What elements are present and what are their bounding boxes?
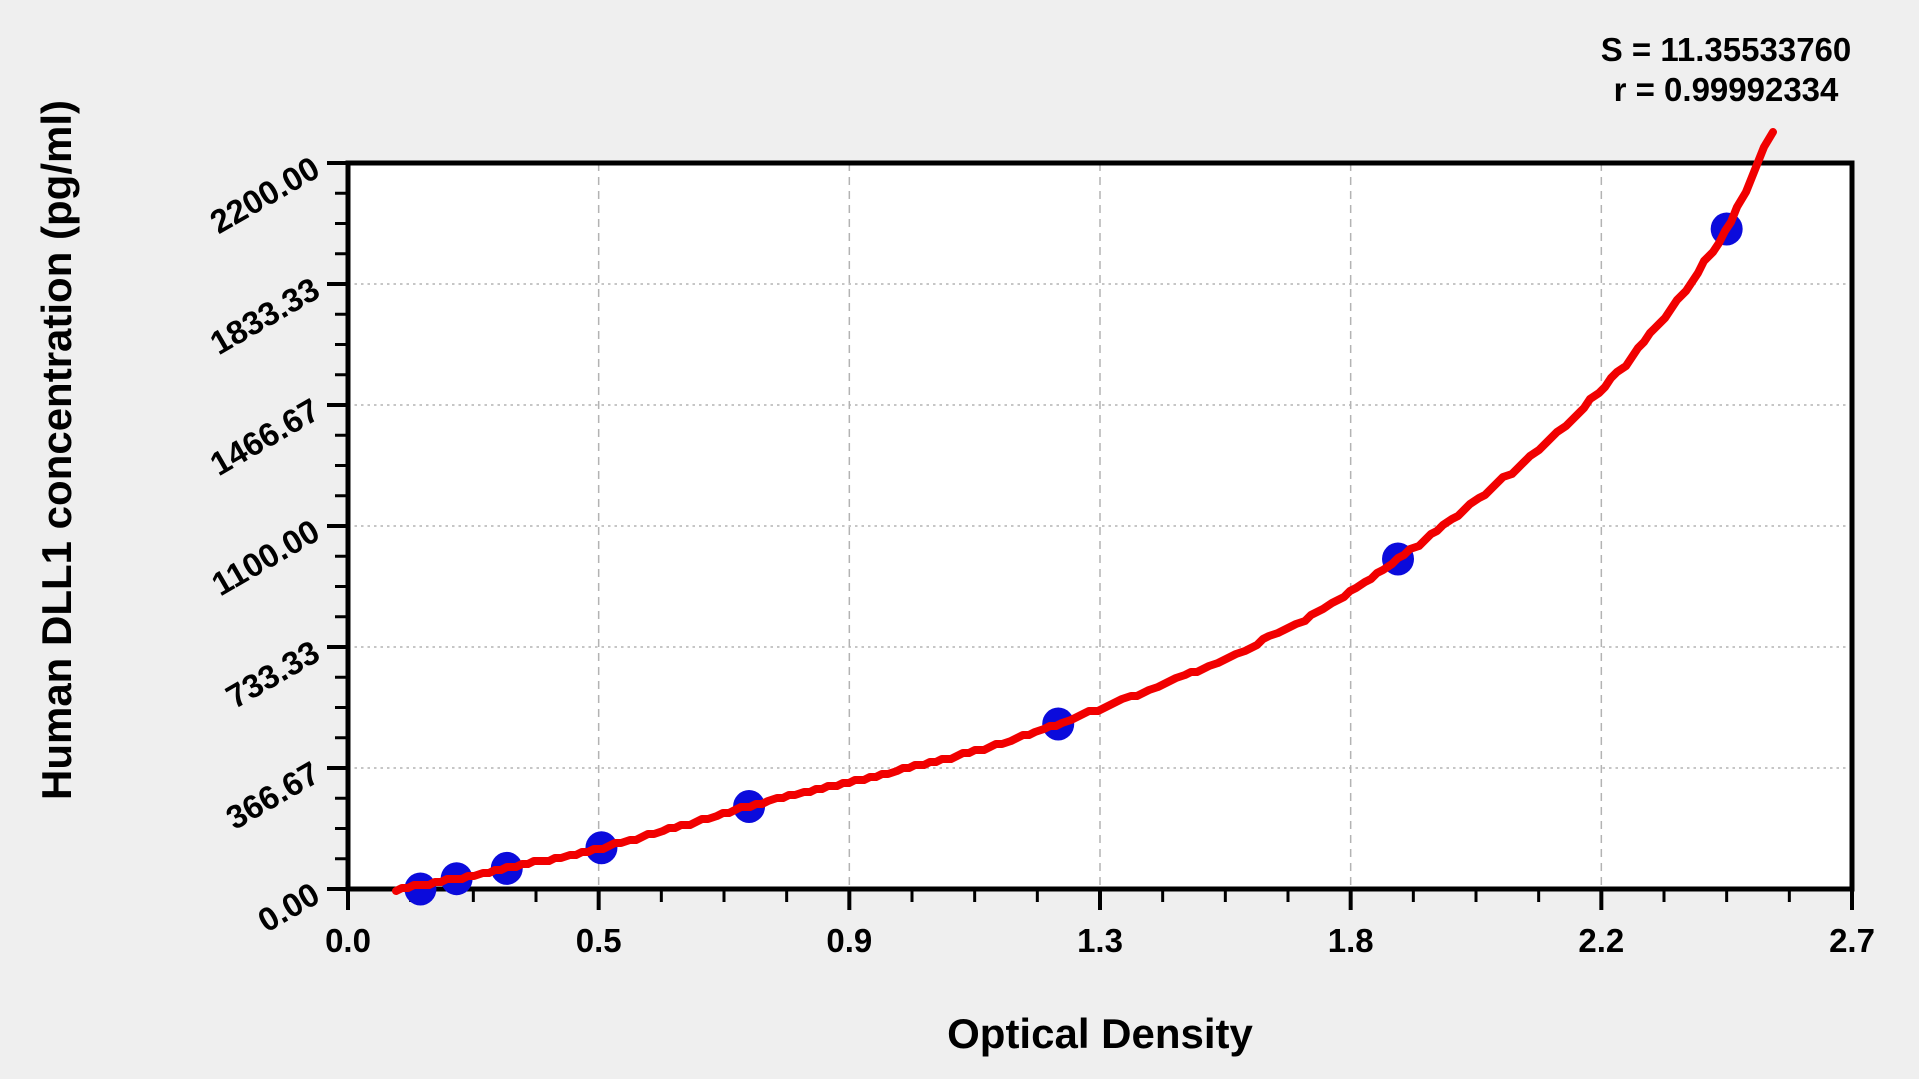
x-tick-label: 0.5 [576,922,622,959]
y-tick-label: 0.00 [251,875,325,939]
fit-statistics: S = 11.35533760 r = 0.99992334 [1601,30,1852,110]
x-tick-label: 2.7 [1829,922,1875,959]
plot-frame [345,160,1855,892]
x-tick-label: 1.3 [1077,922,1123,959]
fit-r-value: r = 0.99992334 [1613,71,1839,108]
y-tick-label: 2200.00 [204,149,326,241]
x-tick-label: 0.9 [826,922,872,959]
y-axis-title: Human DLL1 concentration (pg/ml) [33,99,80,801]
y-tick-label: 1100.00 [205,512,325,603]
y-tick-label: 733.33 [220,633,326,716]
x-tick-label: 2.2 [1578,922,1624,959]
y-tick-label: 1466.67 [204,391,326,483]
x-tick-label: 0.0 [325,922,371,959]
y-tick-label: 1833.33 [204,270,326,362]
fit-curve [392,128,1777,895]
y-tick-label: 366.67 [220,754,326,837]
x-tick-label: 1.8 [1328,922,1374,959]
fit-s-value: S = 11.35533760 [1600,31,1852,68]
x-axis-title: Optical Density [947,1010,1253,1057]
